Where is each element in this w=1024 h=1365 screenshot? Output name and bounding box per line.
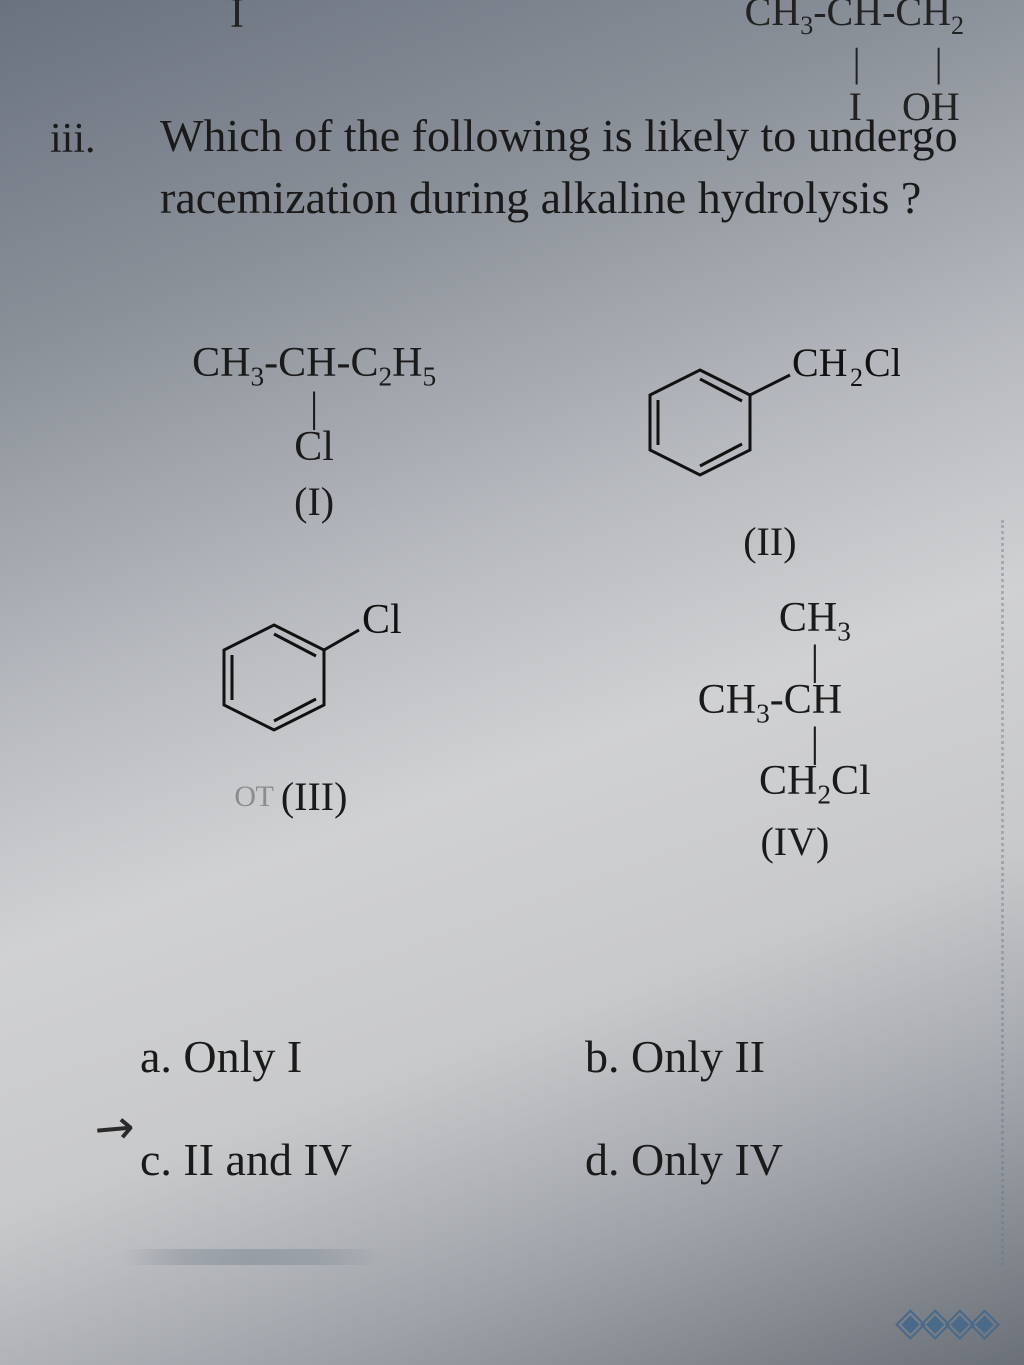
svg-text:Cl: Cl [362,597,402,643]
structure-1: CH3-CH-C2H5 | Cl (I) [120,340,508,565]
svg-text:CH: CH [792,340,848,385]
option-b: b. Only II [585,1030,964,1083]
option-d: d. Only IV [585,1133,964,1186]
side-marking: TO [60,780,448,814]
structure-4-line3: CH2Cl [576,758,964,809]
structure-2-label: (II) [576,518,964,565]
footer-ornament-icon: ◈◈◈◈ [895,1298,994,1345]
structure-1-line1: CH3-CH-C2H5 [120,340,508,391]
answer-options: a. Only I b. Only II c. II and IV d. Onl… [140,1030,964,1236]
top-right-formula-1: CH3-CH-CH2 [745,0,964,41]
option-c: c. II and IV [140,1133,519,1186]
benzene-ch2cl-icon: CH 2 Cl [640,340,900,510]
svg-text:2: 2 [850,363,863,392]
page-smudge [120,1249,380,1265]
handwritten-arrow-icon: ↗ [82,1094,149,1163]
structure-1-label: (I) [120,478,508,525]
question-number: iii. [50,115,96,163]
svg-text:Cl: Cl [864,340,900,385]
perforation-line [1001,520,1004,1265]
structure-4: CH3 | CH3-CH | CH2Cl (IV) [576,595,964,865]
benzene-cl-icon: Cl [204,595,424,765]
structure-3: Cl (III) TO [120,595,508,865]
structures-grid: CH3-CH-C2H5 | Cl (I) CH 2 Cl [120,340,964,895]
top-right-formula-2: | | [745,41,964,85]
question-text: Which of the following is likely to unde… [160,105,974,229]
top-fragment-left: I [230,0,244,38]
structure-2: CH 2 Cl (II) [576,340,964,565]
structure-4-label: (IV) [576,818,964,865]
structure-1-line2: Cl [120,424,508,470]
option-a: a. Only I [140,1030,519,1083]
